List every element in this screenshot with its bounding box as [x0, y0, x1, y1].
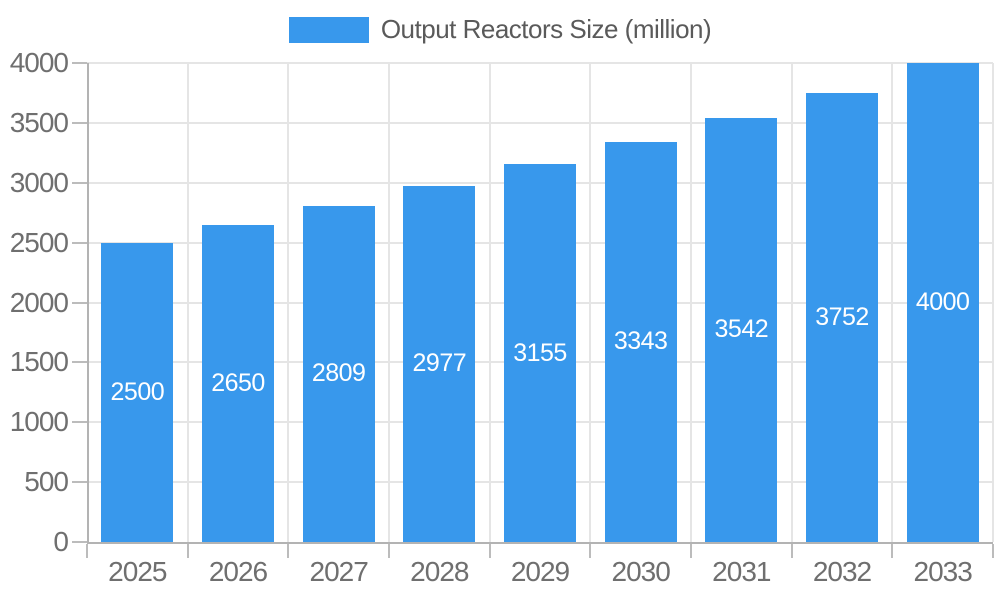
x-axis-tick: [186, 544, 189, 558]
x-axis-tick: [992, 544, 994, 558]
bar[interactable]: 3752: [806, 92, 878, 542]
x-axis-tick: [589, 544, 592, 558]
x-axis-tick: [287, 544, 290, 558]
bar[interactable]: 4000: [906, 63, 979, 542]
y-axis-label: 1000: [9, 406, 69, 438]
x-axis-tick: [690, 544, 692, 558]
y-axis-tick: [72, 241, 87, 244]
y-axis-tick: [72, 62, 87, 64]
y-axis-tick: [72, 541, 87, 543]
bar[interactable]: 2809: [302, 205, 375, 542]
bar[interactable]: 3542: [705, 117, 778, 542]
x-axis-line: [87, 542, 993, 544]
bar[interactable]: 2500: [101, 242, 174, 542]
x-axis-label: 2027: [309, 556, 369, 587]
bar-value-label: 4000: [915, 288, 970, 316]
x-axis-tick: [790, 544, 793, 558]
bar-value-label: 2809: [311, 359, 366, 388]
vertical-gridline: [992, 63, 994, 542]
legend-swatch-icon: [288, 16, 369, 43]
y-axis-label: 3500: [9, 106, 69, 138]
x-axis-label: 2033: [913, 556, 973, 587]
x-axis-tick: [388, 544, 390, 558]
bar[interactable]: 3155: [504, 164, 576, 542]
bar-value-label: 3752: [815, 302, 869, 331]
bar[interactable]: 3343: [604, 141, 677, 542]
bar-value-label: 2500: [110, 377, 165, 406]
x-axis-tick: [891, 544, 894, 558]
y-axis-label: 0: [53, 526, 69, 557]
bar-value-label: 3155: [513, 338, 567, 367]
y-axis-line: [87, 63, 89, 542]
y-axis-label: 1500: [9, 346, 69, 378]
x-axis-label: 2026: [208, 556, 268, 587]
x-axis-label: 2032: [812, 556, 872, 587]
y-axis-label: 2500: [9, 226, 69, 258]
y-axis-tick: [72, 121, 87, 124]
legend[interactable]: Output Reactors Size (million): [0, 14, 1000, 45]
bar[interactable]: 2977: [403, 185, 476, 542]
bar-value-label: 3343: [613, 327, 668, 356]
x-axis-label: 2031: [712, 556, 771, 587]
bar-value-label: 3542: [714, 315, 769, 344]
x-axis-label: 2028: [410, 556, 469, 587]
y-axis-tick: [72, 301, 87, 304]
horizontal-gridline: [87, 121, 993, 124]
x-axis-label: 2030: [611, 556, 671, 587]
legend-label: Output Reactors Size (million): [380, 14, 712, 44]
plot-area: 2500 2650 2809 2977 3155 3343 3542 3752 4000: [72, 62, 994, 558]
bar[interactable]: 2650: [202, 224, 274, 542]
horizontal-gridline: [87, 62, 993, 64]
y-axis-tick: [72, 481, 87, 484]
x-axis-label: 2025: [108, 556, 167, 587]
y-axis-label: 500: [24, 466, 69, 498]
x-axis-label: 2029: [510, 556, 570, 587]
x-axis-tick: [488, 544, 491, 558]
y-axis-tick: [72, 361, 87, 364]
bar-value-label: 2977: [412, 349, 467, 378]
y-axis-tick: [72, 181, 87, 184]
bar-value-label: 2650: [211, 368, 265, 397]
y-axis-label: 3000: [9, 166, 69, 198]
y-axis-label: 2000: [9, 286, 69, 318]
y-axis-label: 4000: [9, 47, 69, 78]
y-axis-tick: [72, 421, 87, 424]
x-axis-tick: [86, 544, 88, 558]
